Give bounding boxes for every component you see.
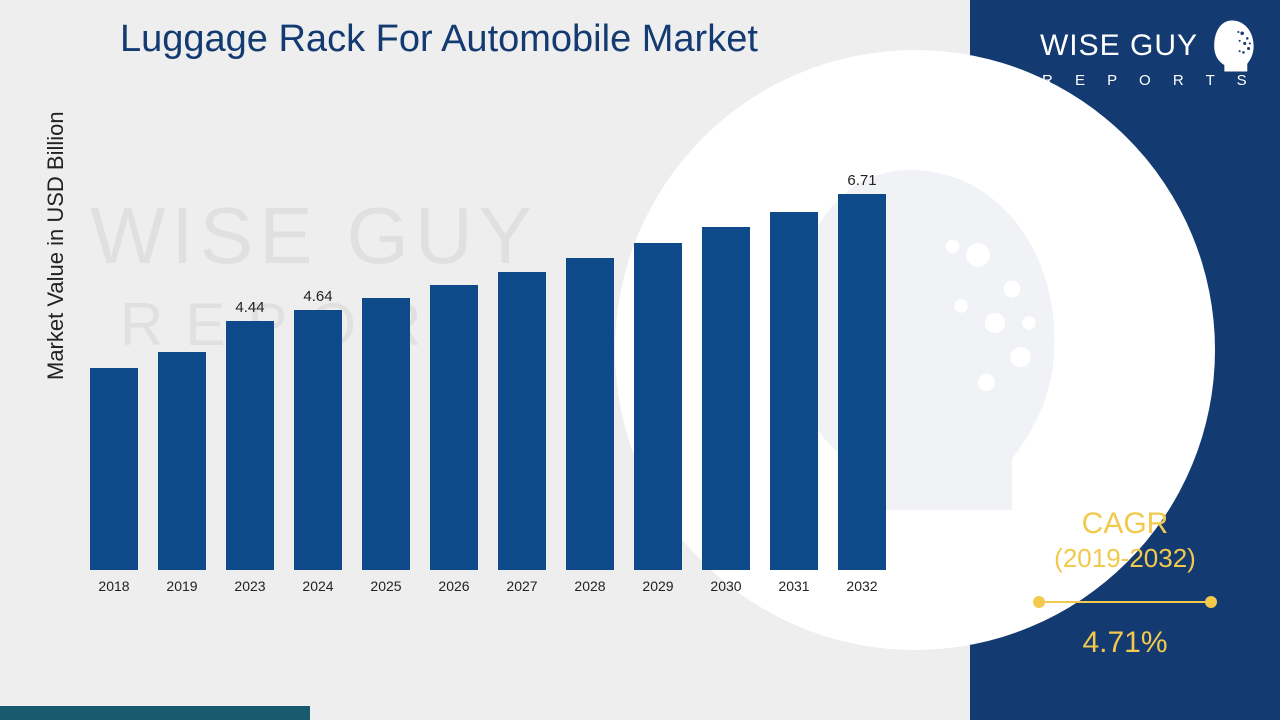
bar [702,205,750,570]
cagr-range: (2019-2032) [1010,543,1240,574]
stage: WISE GUY REPORTS Luggage Rack For Automo… [0,0,1280,720]
bar: 4.44 [226,299,274,570]
bar-rect [430,285,478,570]
bar-rect [770,212,818,570]
bar [498,250,546,570]
bar [90,346,138,570]
x-tick-label: 2032 [838,578,886,594]
bar-value-label: 6.71 [847,172,876,190]
cagr-divider-icon [1035,592,1215,612]
bar-rect [90,368,138,570]
bar-value-label: 4.64 [303,288,332,306]
bar: 6.71 [838,172,886,570]
bar-rect [158,352,206,570]
bar: 4.64 [294,288,342,570]
x-tick-label: 2028 [566,578,614,594]
cagr-box: CAGR (2019-2032) 4.71% [1010,507,1240,660]
bar-rect [838,194,886,570]
bar-rect [566,258,614,570]
x-tick-label: 2023 [226,578,274,594]
bar [634,221,682,570]
x-tick-label: 2019 [158,578,206,594]
cagr-label: CAGR [1010,507,1240,541]
cagr-value: 4.71% [1010,626,1240,660]
logo-main-text: WISE GUY [1040,29,1198,63]
y-axis-label: Market Value in USD Billion [43,111,69,380]
bar [566,236,614,570]
logo-head-icon [1204,18,1260,74]
bar-chart: 4.444.646.71 201820192023202420252026202… [85,150,915,590]
bar-value-label: 4.44 [235,299,264,317]
logo-sub-text: R E P O R T S [1042,72,1260,89]
bar [158,330,206,570]
bar-rect [498,272,546,570]
bar-rect [362,298,410,570]
x-tick-label: 2025 [362,578,410,594]
bar-rect [702,227,750,570]
x-tick-label: 2031 [770,578,818,594]
bar-rect [294,310,342,570]
bar-rect [634,243,682,570]
x-axis-labels: 2018 2019 2023 2024 2025 2026 2027 2028 2029 2030… [85,578,915,594]
x-tick-label: 2024 [294,578,342,594]
x-tick-label: 2026 [430,578,478,594]
bar [770,190,818,570]
footer-bar [0,706,310,720]
bar [430,263,478,570]
x-tick-label: 2018 [90,578,138,594]
bar-rect [226,321,274,570]
bars-container: 4.44 4.64 6.71 [85,150,915,570]
x-tick-label: 2027 [498,578,546,594]
bar [362,276,410,570]
x-tick-label: 2030 [702,578,750,594]
brand-logo: WISE GUY R E P O R T S [1040,18,1260,89]
chart-title: Luggage Rack For Automobile Market [120,18,758,61]
x-tick-label: 2029 [634,578,682,594]
